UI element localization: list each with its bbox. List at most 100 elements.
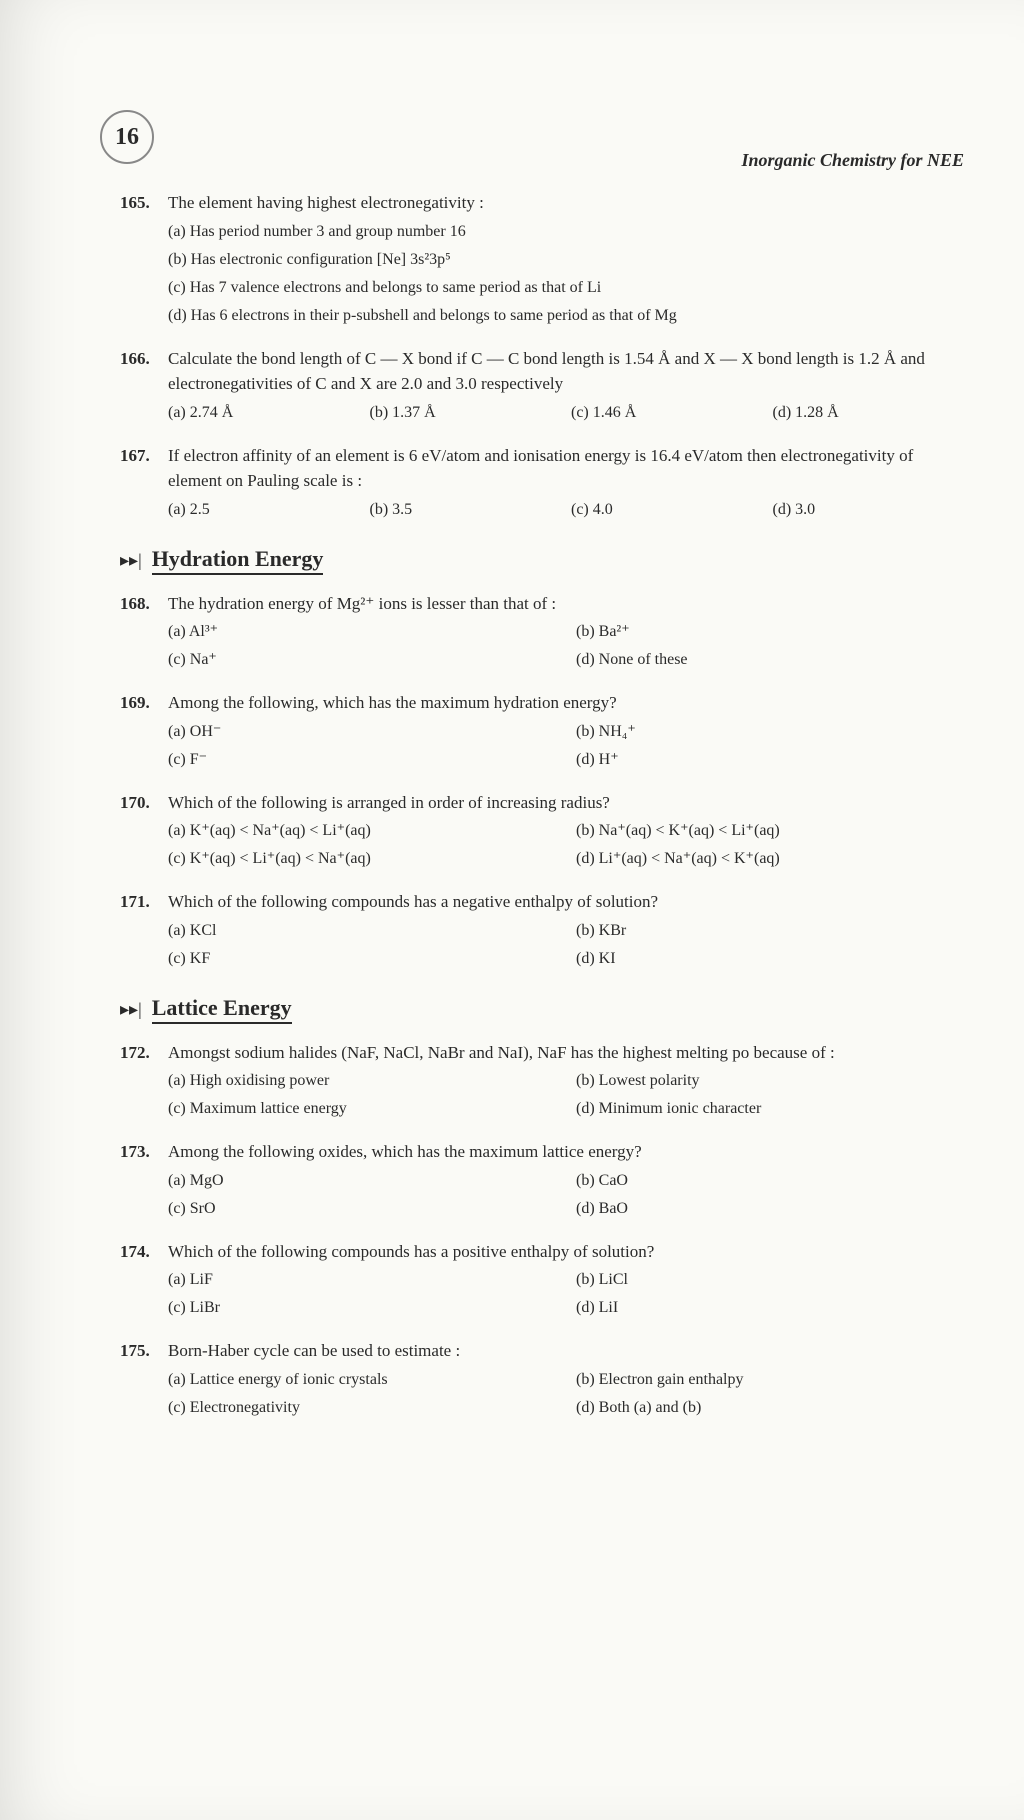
question-body: Which of the following compounds has a p… xyxy=(168,1239,964,1265)
option-c: (c) 4.0 xyxy=(571,498,763,522)
option-c: (c) Electronegativity xyxy=(168,1396,556,1420)
options: (a) 2.5 (b) 3.5 (c) 4.0 (d) 3.0 xyxy=(168,498,964,522)
option-d: (d) BaO xyxy=(576,1197,964,1221)
options: (a) KCl (b) KBr (c) KF (d) KI xyxy=(168,919,964,971)
question-text: 175. Born-Haber cycle can be used to est… xyxy=(120,1338,964,1364)
page-number: 16 xyxy=(115,124,139,151)
option-b: (b) Ba²⁺ xyxy=(576,620,964,644)
options: (a) 2.74 Å (b) 1.37 Å (c) 1.46 Å (d) 1.2… xyxy=(168,401,964,425)
option-d: (d) KI xyxy=(576,947,964,971)
question-body: Calculate the bond length of C — X bond … xyxy=(168,346,964,397)
option-c: (c) F⁻ xyxy=(168,748,556,772)
section-arrow-icon: ▸▸| xyxy=(120,999,142,1020)
section-lattice-energy: ▸▸| Lattice Energy xyxy=(120,995,964,1024)
option-c: (c) KF xyxy=(168,947,556,971)
option-a: (a) LiF xyxy=(168,1268,556,1292)
option-b: (b) CaO xyxy=(576,1169,964,1193)
options: (a) OH⁻ (b) NH₄⁺ (c) F⁻ (d) H⁺ xyxy=(168,720,964,772)
option-d: (d) H⁺ xyxy=(576,748,964,772)
options: (a) K⁺(aq) < Na⁺(aq) < Li⁺(aq) (b) Na⁺(a… xyxy=(168,819,964,871)
question-text: 166. Calculate the bond length of C — X … xyxy=(120,346,964,397)
option-c: (c) Has 7 valence electrons and belongs … xyxy=(168,276,964,300)
option-b: (b) Electron gain enthalpy xyxy=(576,1368,964,1392)
option-d: (d) Both (a) and (b) xyxy=(576,1396,964,1420)
options: (a) Has period number 3 and group number… xyxy=(168,220,964,328)
question-number: 167. xyxy=(120,443,168,494)
option-b: (b) KBr xyxy=(576,919,964,943)
option-a: (a) Al³⁺ xyxy=(168,620,556,644)
question-170: 170. Which of the following is arranged … xyxy=(120,790,964,872)
option-d: (d) LiI xyxy=(576,1296,964,1320)
option-d: (d) Minimum ionic character xyxy=(576,1097,964,1121)
question-number: 172. xyxy=(120,1040,168,1066)
question-text: 174. Which of the following compounds ha… xyxy=(120,1239,964,1265)
option-b: (b) NH₄⁺ xyxy=(576,720,964,744)
option-d: (d) Li⁺(aq) < Na⁺(aq) < K⁺(aq) xyxy=(576,847,964,871)
option-c: (c) SrO xyxy=(168,1197,556,1221)
question-body: Born-Haber cycle can be used to estimate… xyxy=(168,1338,964,1364)
question-number: 174. xyxy=(120,1239,168,1265)
question-number: 175. xyxy=(120,1338,168,1364)
question-number: 171. xyxy=(120,889,168,915)
question-number: 169. xyxy=(120,690,168,716)
option-a: (a) Has period number 3 and group number… xyxy=(168,220,964,244)
question-text: 169. Among the following, which has the … xyxy=(120,690,964,716)
option-d: (d) 3.0 xyxy=(773,498,965,522)
question-number: 170. xyxy=(120,790,168,816)
question-body: The hydration energy of Mg²⁺ ions is les… xyxy=(168,591,964,617)
option-a: (a) OH⁻ xyxy=(168,720,556,744)
question-number: 173. xyxy=(120,1139,168,1165)
page-number-badge: 16 xyxy=(100,110,154,164)
section-arrow-icon: ▸▸| xyxy=(120,550,142,571)
question-body: The element having highest electronegati… xyxy=(168,190,964,216)
option-c: (c) Maximum lattice energy xyxy=(168,1097,556,1121)
question-body: Among the following oxides, which has th… xyxy=(168,1139,964,1165)
option-a: (a) 2.5 xyxy=(168,498,360,522)
option-b: (b) 3.5 xyxy=(370,498,562,522)
question-166: 166. Calculate the bond length of C — X … xyxy=(120,346,964,425)
subject-header: Inorganic Chemistry for NEE xyxy=(741,150,964,171)
option-c: (c) K⁺(aq) < Li⁺(aq) < Na⁺(aq) xyxy=(168,847,556,871)
question-number: 166. xyxy=(120,346,168,397)
question-text: 172. Amongst sodium halides (NaF, NaCl, … xyxy=(120,1040,964,1066)
question-171: 171. Which of the following compounds ha… xyxy=(120,889,964,971)
question-body: If electron affinity of an element is 6 … xyxy=(168,443,964,494)
question-body: Which of the following compounds has a n… xyxy=(168,889,964,915)
question-text: 171. Which of the following compounds ha… xyxy=(120,889,964,915)
content-area: 165. The element having highest electron… xyxy=(120,190,964,1420)
options: (a) LiF (b) LiCl (c) LiBr (d) LiI xyxy=(168,1268,964,1320)
question-text: 165. The element having highest electron… xyxy=(120,190,964,216)
section-hydration-energy: ▸▸| Hydration Energy xyxy=(120,546,964,575)
option-a: (a) K⁺(aq) < Na⁺(aq) < Li⁺(aq) xyxy=(168,819,556,843)
option-a: (a) Lattice energy of ionic crystals xyxy=(168,1368,556,1392)
option-a: (a) KCl xyxy=(168,919,556,943)
option-b: (b) LiCl xyxy=(576,1268,964,1292)
option-a: (a) 2.74 Å xyxy=(168,401,360,425)
option-d: (d) Has 6 electrons in their p-subshell … xyxy=(168,304,964,328)
option-c: (c) Na⁺ xyxy=(168,648,556,672)
options: (a) Al³⁺ (b) Ba²⁺ (c) Na⁺ (d) None of th… xyxy=(168,620,964,672)
option-b: (b) Na⁺(aq) < K⁺(aq) < Li⁺(aq) xyxy=(576,819,964,843)
option-b: (b) 1.37 Å xyxy=(370,401,562,425)
question-175: 175. Born-Haber cycle can be used to est… xyxy=(120,1338,964,1420)
question-body: Amongst sodium halides (NaF, NaCl, NaBr … xyxy=(168,1040,964,1066)
option-b: (b) Lowest polarity xyxy=(576,1069,964,1093)
question-text: 170. Which of the following is arranged … xyxy=(120,790,964,816)
question-165: 165. The element having highest electron… xyxy=(120,190,964,328)
question-169: 169. Among the following, which has the … xyxy=(120,690,964,772)
options: (a) Lattice energy of ionic crystals (b)… xyxy=(168,1368,964,1420)
option-a: (a) High oxidising power xyxy=(168,1069,556,1093)
option-b: (b) Has electronic configuration [Ne] 3s… xyxy=(168,248,964,272)
options: (a) MgO (b) CaO (c) SrO (d) BaO xyxy=(168,1169,964,1221)
question-number: 168. xyxy=(120,591,168,617)
question-174: 174. Which of the following compounds ha… xyxy=(120,1239,964,1321)
question-text: 167. If electron affinity of an element … xyxy=(120,443,964,494)
section-title: Hydration Energy xyxy=(152,546,324,575)
question-number: 165. xyxy=(120,190,168,216)
option-d: (d) None of these xyxy=(576,648,964,672)
section-title: Lattice Energy xyxy=(152,995,292,1024)
option-d: (d) 1.28 Å xyxy=(773,401,965,425)
question-173: 173. Among the following oxides, which h… xyxy=(120,1139,964,1221)
options: (a) High oxidising power (b) Lowest pola… xyxy=(168,1069,964,1121)
question-text: 168. The hydration energy of Mg²⁺ ions i… xyxy=(120,591,964,617)
